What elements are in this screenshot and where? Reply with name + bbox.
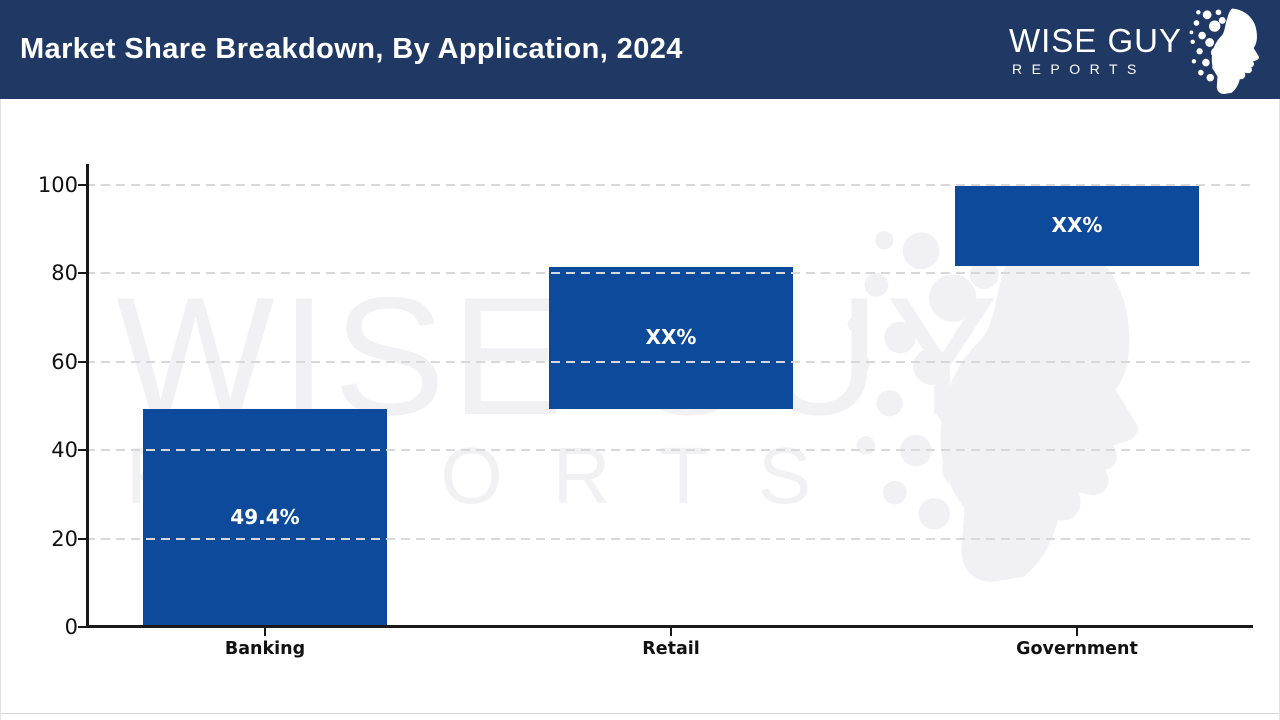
bar-value-label: 49.4% xyxy=(230,504,300,529)
wiseguy-logo: WISE GUY REPORTS xyxy=(1009,0,1266,99)
left-hairline xyxy=(0,99,1,720)
y-tick-label: 60 xyxy=(51,349,78,374)
header-bar: Market Share Breakdown, By Application, … xyxy=(0,0,1280,99)
logo-wordmark: WISE GUY xyxy=(1008,21,1182,59)
bar-value-label: XX% xyxy=(645,324,697,349)
y-tick-label: 20 xyxy=(51,526,78,551)
category-label-retail: Retail xyxy=(642,639,700,659)
bottom-hairline xyxy=(0,713,1280,714)
bar-government xyxy=(955,185,1199,266)
bar-value-label: XX% xyxy=(1051,212,1103,237)
y-tick-mark xyxy=(78,184,86,186)
x-axis-line xyxy=(86,625,1253,628)
logo-subtitle: REPORTS xyxy=(1011,60,1146,77)
category-label-government: Government xyxy=(1016,639,1138,659)
y-tick-label: 40 xyxy=(51,438,78,463)
gridline-20 xyxy=(86,537,1253,540)
page-title: Market Share Breakdown, By Application, … xyxy=(20,33,683,65)
y-tick-mark xyxy=(78,272,86,275)
y-tick-label: 0 xyxy=(64,615,78,639)
x-tick-mark xyxy=(264,628,266,636)
gridline-100 xyxy=(86,184,1253,186)
y-tick-mark xyxy=(78,449,86,452)
wiseguy-head-icon xyxy=(1186,6,1266,94)
gridline-80 xyxy=(86,272,1253,275)
y-tick-mark xyxy=(78,360,86,363)
y-tick-mark xyxy=(78,537,86,540)
bar-retail xyxy=(549,267,793,409)
x-tick-mark xyxy=(1076,628,1078,636)
gridline-60 xyxy=(86,360,1253,363)
y-tick-mark xyxy=(78,626,86,628)
gridline-40 xyxy=(86,449,1253,452)
x-tick-mark xyxy=(670,628,672,636)
y-tick-label: 100 xyxy=(37,173,78,197)
wiseguy-logo-text: WISE GUY REPORTS xyxy=(1009,24,1182,76)
bar-banking xyxy=(143,408,387,627)
y-tick-label: 80 xyxy=(51,261,78,286)
category-label-banking: Banking xyxy=(224,639,306,659)
y-axis-spine xyxy=(86,164,89,628)
